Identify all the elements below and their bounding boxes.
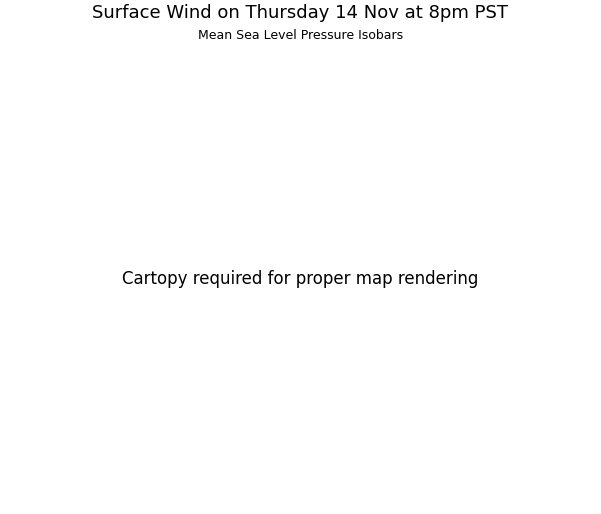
Text: Mean Sea Level Pressure Isobars: Mean Sea Level Pressure Isobars — [198, 29, 403, 42]
Text: Cartopy required for proper map rendering: Cartopy required for proper map renderin… — [123, 270, 478, 288]
Text: Surface Wind on Thursday 14 Nov at 8pm PST: Surface Wind on Thursday 14 Nov at 8pm P… — [93, 4, 508, 22]
